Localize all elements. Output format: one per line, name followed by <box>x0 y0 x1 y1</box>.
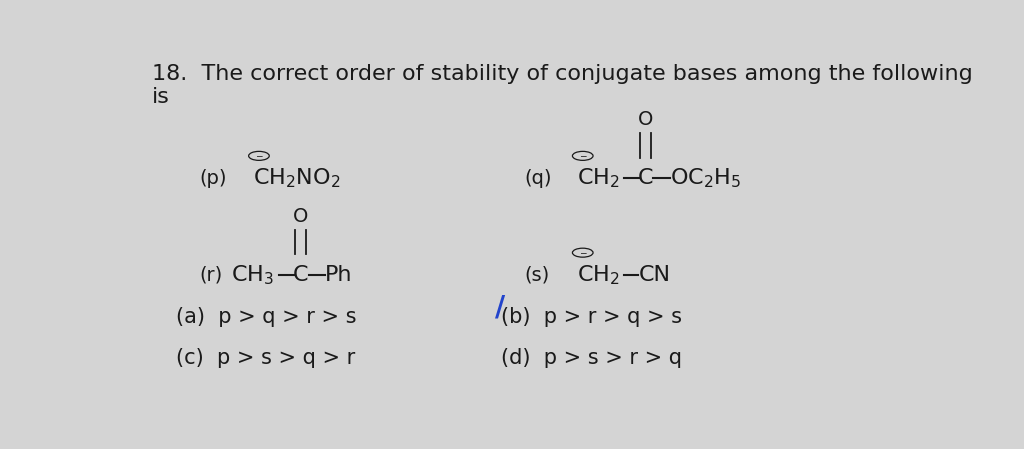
Text: C: C <box>293 265 308 285</box>
Text: −: − <box>579 151 587 160</box>
Text: $\mathregular{OC_2H_5}$: $\mathregular{OC_2H_5}$ <box>670 167 741 190</box>
Text: (d)  p > s > r > q: (d) p > s > r > q <box>501 348 682 369</box>
Text: O: O <box>638 110 653 129</box>
Text: CN: CN <box>638 265 671 285</box>
Text: (p): (p) <box>200 169 227 188</box>
Text: C: C <box>638 168 653 188</box>
Text: (a)  p > q > r > s: (a) p > q > r > s <box>176 307 356 327</box>
Text: $\mathregular{CH_2NO_2}$: $\mathregular{CH_2NO_2}$ <box>253 167 341 190</box>
Text: (r): (r) <box>200 266 222 285</box>
Text: −: − <box>579 248 587 257</box>
Text: (b)  p > r > q > s: (b) p > r > q > s <box>501 307 682 327</box>
Text: (c)  p > s > q > r: (c) p > s > q > r <box>176 348 355 369</box>
Text: $\mathregular{CH_2}$: $\mathregular{CH_2}$ <box>578 167 620 190</box>
Text: (s): (s) <box>524 266 550 285</box>
Text: /: / <box>495 294 505 322</box>
Text: $\mathregular{CH_3}$: $\mathregular{CH_3}$ <box>231 264 274 287</box>
Text: (q): (q) <box>524 169 552 188</box>
Text: Ph: Ph <box>325 265 352 285</box>
Text: −: − <box>255 151 263 160</box>
Text: 18.  The correct order of stability of conjugate bases among the following
is: 18. The correct order of stability of co… <box>152 64 973 107</box>
Text: $\mathregular{CH_2}$: $\mathregular{CH_2}$ <box>578 264 620 287</box>
Text: O: O <box>293 207 308 226</box>
